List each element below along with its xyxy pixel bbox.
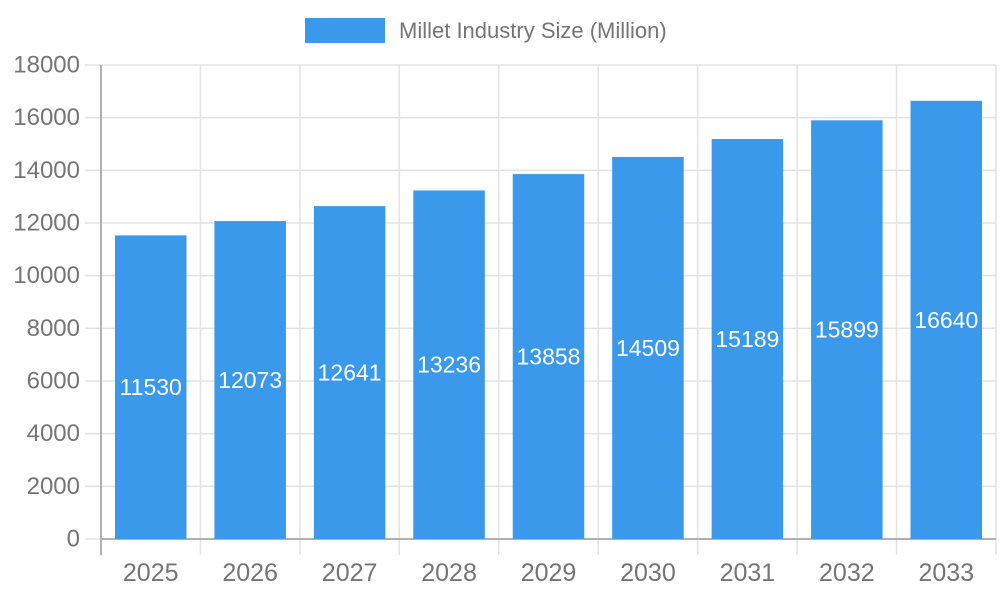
y-tick-label: 10000 xyxy=(13,262,80,289)
bar-2031[interactable] xyxy=(711,139,784,539)
legend-label: Millet Industry Size (Million) xyxy=(399,18,667,43)
y-tick-label: 12000 xyxy=(13,210,80,237)
bar-value-label: 13858 xyxy=(517,344,581,370)
bar-value-label: 11530 xyxy=(120,374,182,400)
x-tick-label: 2026 xyxy=(222,559,278,587)
x-tick-label: 2031 xyxy=(720,559,776,587)
x-tick-label: 2025 xyxy=(123,559,179,587)
x-tick-label: 2028 xyxy=(421,559,477,587)
bar-value-label: 16640 xyxy=(914,307,978,333)
bar-value-label: 15899 xyxy=(815,317,879,343)
x-tick-label: 2032 xyxy=(819,559,875,587)
bar-2026[interactable] xyxy=(214,221,286,539)
bar-2033[interactable] xyxy=(910,100,983,540)
bar-2025[interactable] xyxy=(114,235,187,540)
bar-2027[interactable] xyxy=(313,206,386,539)
y-tick-label: 18000 xyxy=(13,52,80,79)
y-tick-label: 4000 xyxy=(27,420,80,447)
bar-value-label: 13236 xyxy=(417,352,481,378)
y-tick-label: 8000 xyxy=(27,315,80,342)
bar-value-label: 12641 xyxy=(318,360,382,386)
bar-2028[interactable] xyxy=(413,190,485,539)
y-tick-label: 14000 xyxy=(13,157,80,184)
bar-2030[interactable] xyxy=(612,156,684,539)
bar-2032[interactable] xyxy=(811,120,883,540)
y-tick-label: 16000 xyxy=(13,104,80,131)
x-tick-label: 2030 xyxy=(620,559,676,587)
y-tick-label: 6000 xyxy=(27,368,80,395)
x-tick-label: 2033 xyxy=(918,559,974,587)
legend-item[interactable]: Millet Industry Size (Million) xyxy=(305,18,667,43)
x-tick-label: 2029 xyxy=(521,559,577,587)
x-tick-label: 2027 xyxy=(322,559,378,587)
bar-value-label: 15189 xyxy=(715,326,779,352)
y-tick-label: 2000 xyxy=(27,473,80,500)
bar-2029[interactable] xyxy=(512,174,585,539)
legend-swatch xyxy=(305,18,385,43)
bar-value-label: 12073 xyxy=(218,367,282,393)
bar-value-label: 14509 xyxy=(616,335,680,361)
y-tick-label: 0 xyxy=(67,526,80,553)
